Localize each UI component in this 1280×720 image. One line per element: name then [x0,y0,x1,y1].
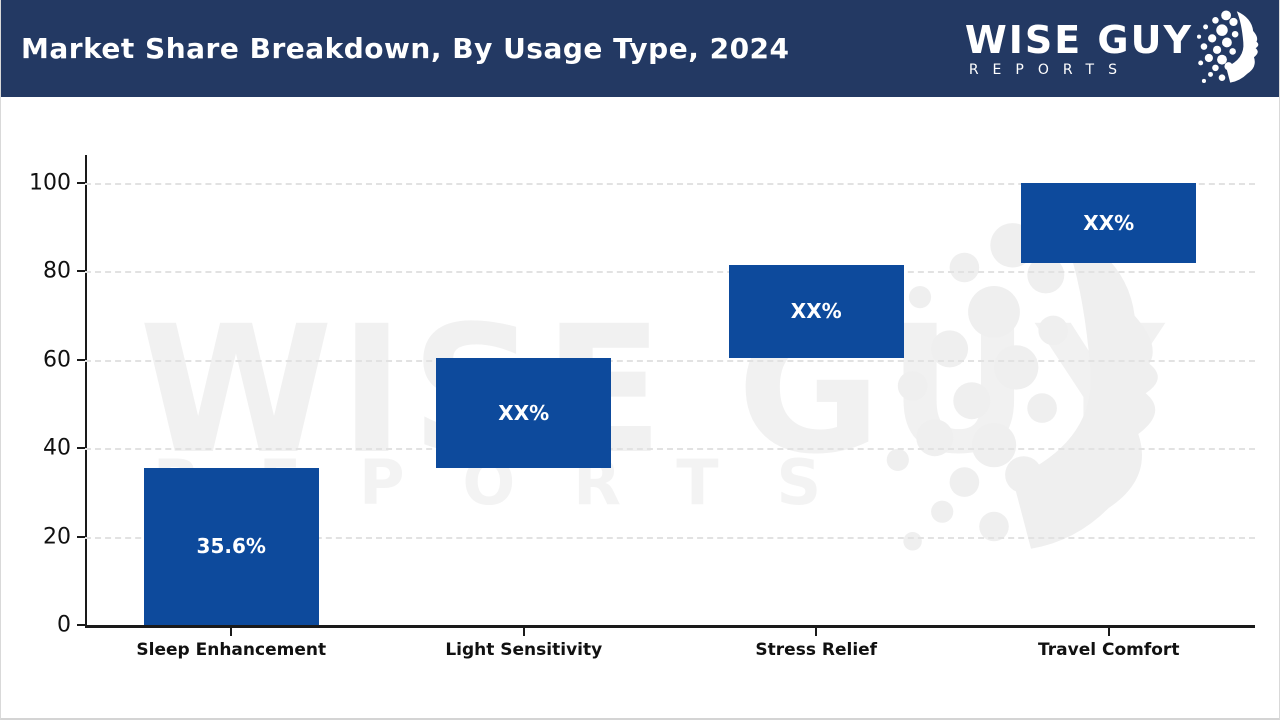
header-band: Market Share Breakdown, By Usage Type, 2… [1,0,1279,97]
bar-segment-sleep-enhancement [143,467,319,625]
grid-line [85,359,1255,362]
bar-segment-travel-comfort [1021,183,1197,264]
y-tick-mark [77,535,85,538]
y-tick-label: 80 [43,258,71,284]
logo-subtitle: REPORTS [968,61,1131,78]
y-tick-mark [77,270,85,273]
chart-title: Market Share Breakdown, By Usage Type, 2… [21,32,790,65]
y-axis-line [85,155,87,627]
grid-line [85,271,1255,274]
y-tick-mark [77,447,85,450]
grid-line [85,183,1255,185]
x-axis-line [85,625,1255,628]
plot-area: 0 20 40 60 80 100 35.6% Sleep Enhancement XX% Lig… [1,97,1279,718]
x-axis-label-stress-relief: Stress Relief [755,640,878,660]
dotted-head-icon [1196,9,1259,83]
x-tick-mark [522,628,525,636]
bar-value-label: XX% [790,299,842,324]
bar-value-label: XX% [1083,211,1135,236]
y-tick-label: 40 [43,435,71,461]
bar-segment-light-sensitivity [436,357,612,468]
x-tick-mark [230,628,233,636]
wise-guy-logo: WISE GUY REPORTS [965,8,1265,90]
y-tick-mark [77,358,85,361]
bar-segment-stress-relief [728,264,904,358]
x-tick-mark [815,628,818,636]
bar-value-label: 35.6% [196,534,266,559]
logo-wordmark: WISE GUY [964,17,1193,62]
bar-value-label: XX% [498,400,550,425]
logo-text: WISE GUY REPORTS [965,21,1193,77]
watermark-dotted-head [881,223,1158,551]
x-axis-label-travel-comfort: Travel Comfort [1038,640,1180,660]
grid-line [85,536,1255,539]
y-tick-mark [77,624,85,626]
y-tick-label: 100 [29,170,71,196]
y-tick-mark [77,182,85,184]
y-tick-label: 0 [57,612,71,638]
y-tick-label: 20 [43,524,71,550]
x-axis-label-light-sensitivity: Light Sensitivity [445,640,603,660]
x-tick-mark [1107,628,1110,636]
y-tick-label: 60 [43,347,71,373]
grid-line [85,448,1255,451]
x-axis-label-sleep-enhancement: Sleep Enhancement [136,640,327,660]
